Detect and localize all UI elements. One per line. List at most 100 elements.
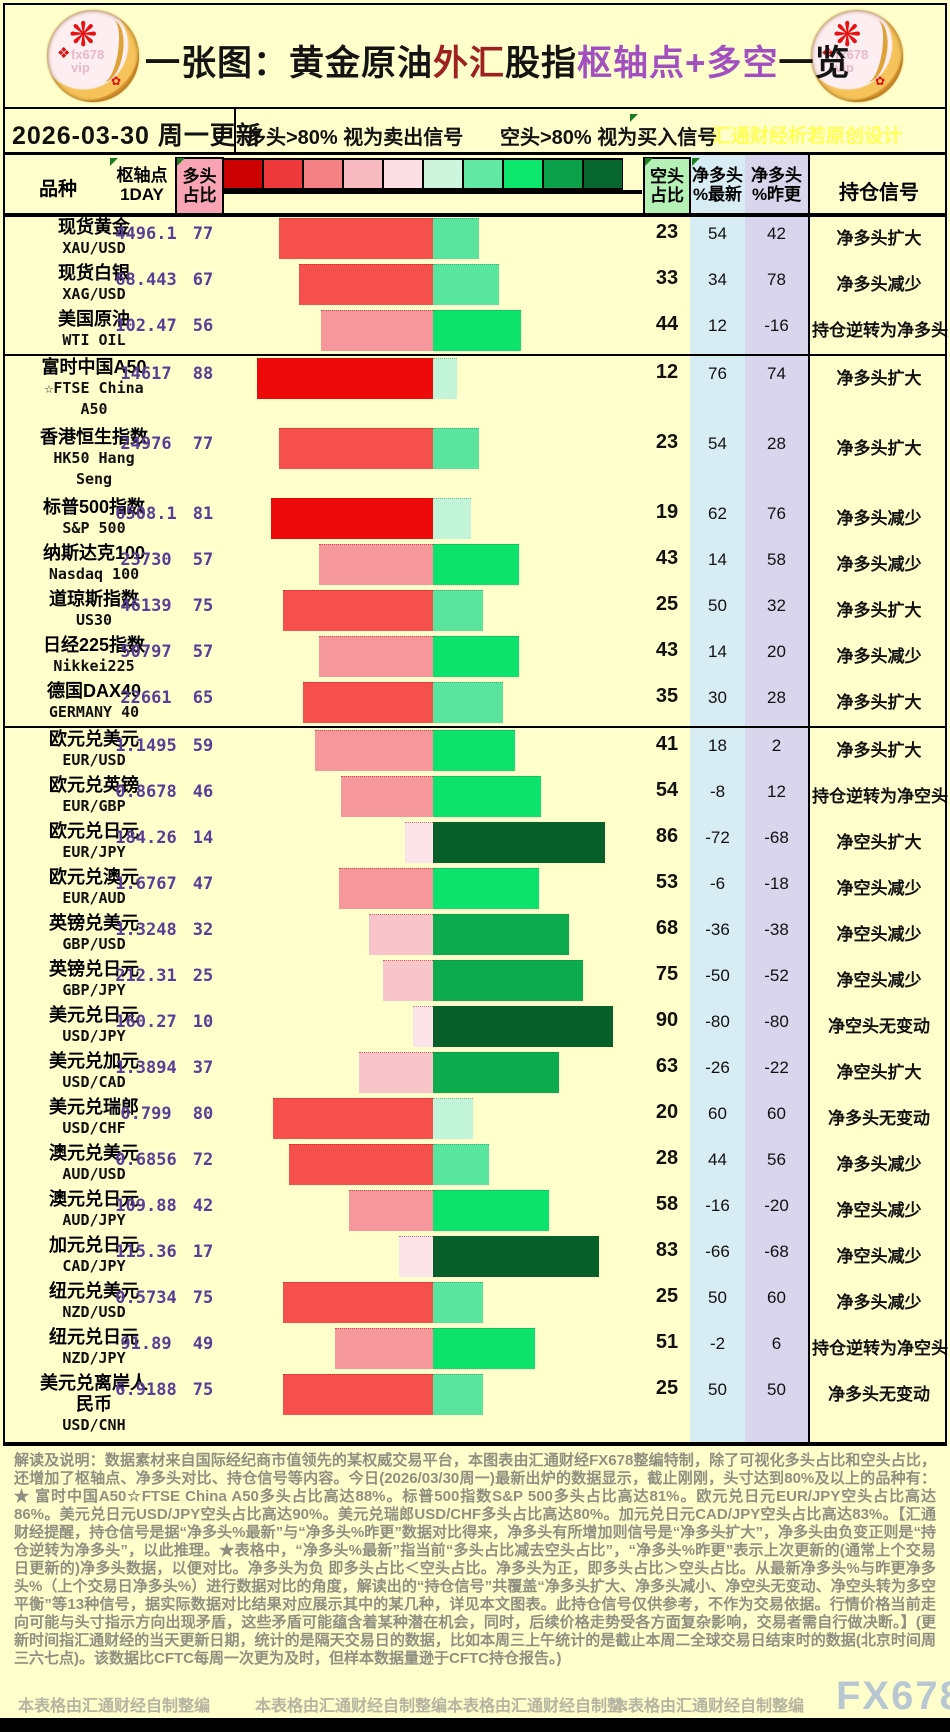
scale-color-block [463,158,503,190]
long-percent-value: 25 [192,966,214,986]
instrument-name: 澳元兑日元 AUD/JPY [6,1189,182,1231]
instrument-name: 欧元兑英镑 EUR/GBP [6,775,182,817]
instrument-code: EUR/GBP [62,797,126,815]
instrument-name: 现货白银 XAG/USD [6,263,182,305]
net-long-prev-value: 56 [767,1150,786,1169]
net-long-latest-value: -26 [705,1058,730,1077]
table-row: 现货黄金 XAU/USD 4496.1 77 23 54 42 净多头扩大 [0,216,950,262]
instrument-code: EUR/AUD [62,889,126,907]
long-bar [283,1374,433,1415]
position-signal: 净空头减少 [836,879,922,898]
table-row: 英镑兑美元 GBP/USD 1.3248 32 68 -36 -38 净空头减少 [0,912,950,958]
instrument-name-cn: 澳元兑日元 [49,1189,139,1209]
instrument-code: AUD/JPY [62,1211,126,1229]
short-percent-value: 25 [655,1377,679,1399]
column-header-net-prev-l1: 净多头 [751,166,802,185]
net-long-prev-value: -22 [764,1058,789,1077]
instrument-name: 欧元兑美元 EUR/USD [6,729,182,771]
pivot-value: 184.26 [115,828,177,848]
short-percent-value: 51 [655,1331,679,1353]
instrument-name-cn: 美元兑离岸人 [40,1373,148,1393]
column-header-net-latest-l2: %最新 [692,185,743,204]
instrument-code: EUR/JPY [62,843,126,861]
header-bottom-border [3,213,947,217]
pivot-value: 212.31 [115,966,177,986]
scale-color-block [263,158,303,190]
long-bar [413,1006,433,1047]
short-bar [433,960,583,1001]
instrument-name-cn: 欧元兑日元 [49,821,139,841]
short-percent-value: 19 [655,501,679,523]
table-row: 现货白银 XAG/USD 68.443 67 33 34 78 净多头减少 [0,262,950,308]
instrument-code: XAU/USD [62,239,126,257]
short-percent-value: 53 [655,871,679,893]
short-percent-value: 63 [655,1055,679,1077]
scale-color-block [343,158,383,190]
net-long-latest-value: 50 [708,1288,727,1307]
pivot-value: 0.6856 [115,1150,177,1170]
long-bar [257,358,433,399]
long-percent-value: 67 [192,270,214,290]
instrument-name: 美国原油 WTI OIL [6,309,182,351]
color-scale-legend [223,158,623,190]
pivot-value: 23730 [120,550,172,570]
net-long-latest-value: -36 [705,920,730,939]
net-long-latest-value: -2 [709,1334,726,1353]
instrument-name: 美元兑瑞郎 USD/CHF [6,1097,182,1139]
position-signal: 净空头减少 [836,1201,922,1220]
short-percent-value: 58 [655,1193,679,1215]
instrument-code: S&P 500 [62,519,126,537]
pivot-value: 68.443 [115,270,177,290]
position-signal: 净空头减少 [836,925,922,944]
instrument-name: 现货黄金 XAU/USD [6,217,182,259]
pivot-value: 91.89 [120,1334,172,1354]
short-bar [433,358,457,399]
net-long-latest-value: 60 [708,1104,727,1123]
short-bar [433,1190,549,1231]
short-percent-value: 43 [655,639,679,661]
long-percent-value: 10 [192,1012,214,1032]
position-signal: 净多头扩大 [836,369,922,388]
net-long-prev-value: 20 [767,642,786,661]
net-long-prev-value: -38 [764,920,789,939]
instrument-name-cn: 日经225指数 [42,635,146,655]
author-watermark: 汇通财经析若原创设计 [712,126,903,147]
table-row: 美元兑日元 USD/JPY 160.27 10 90 -80 -80 净空头无变动 [0,1004,950,1050]
short-percent-value: 75 [655,963,679,985]
instrument-code: NZD/JPY [62,1349,126,1367]
pivot-value: 50797 [120,642,172,662]
pivot-value: 0.8678 [115,782,177,802]
long-bar [399,1236,433,1277]
position-signal: 净多头扩大 [836,741,922,760]
pivot-value: 14617 [120,364,172,384]
table-row: 道琼斯指数 US30 46139 75 25 50 32 净多头扩大 [0,588,950,634]
position-signal: 净多头无变动 [828,1109,930,1128]
table-row: 澳元兑日元 AUD/JPY 109.88 42 58 -16 -20 净空头减少 [0,1188,950,1234]
comment-marker-icon [645,158,653,166]
column-header-pivot-l1: 枢轴点 [116,166,168,185]
long-bar [315,730,433,771]
long-percent-value: 57 [192,550,214,570]
net-long-latest-value: -6 [709,874,726,893]
column-header-pivot-l2: 1DAY [120,185,164,204]
scale-color-block [303,158,343,190]
instrument-name: 香港恒生指数 HK50 Hang Seng [6,427,182,490]
instrument-name-cn: 香港恒生指数 [40,427,148,447]
position-signal: 净空头无变动 [828,1017,930,1036]
pivot-value: 115.36 [115,1242,177,1262]
table-row: 香港恒生指数 HK50 Hang Seng 24976 77 23 54 28 净多头扩大 [0,426,950,496]
long-percent-value: 77 [192,434,214,454]
pivot-value: 0.5734 [115,1288,177,1308]
short-percent-value: 44 [655,313,679,335]
instrument-name: 欧元兑日元 EUR/JPY [6,821,182,863]
net-long-prev-value: 2 [771,736,782,755]
short-bar [433,822,605,863]
short-bar [433,544,519,585]
short-percent-value: 20 [655,1101,679,1123]
comment-marker-icon [692,158,700,166]
instrument-name: 纽元兑日元 NZD/JPY [6,1327,182,1369]
long-bar [383,960,433,1001]
column-header-long-l2: 占比 [182,186,217,205]
table-bottom-border [3,1442,947,1446]
table-row: 英镑兑日元 GBP/JPY 212.31 25 75 -50 -52 净空头减少 [0,958,950,1004]
